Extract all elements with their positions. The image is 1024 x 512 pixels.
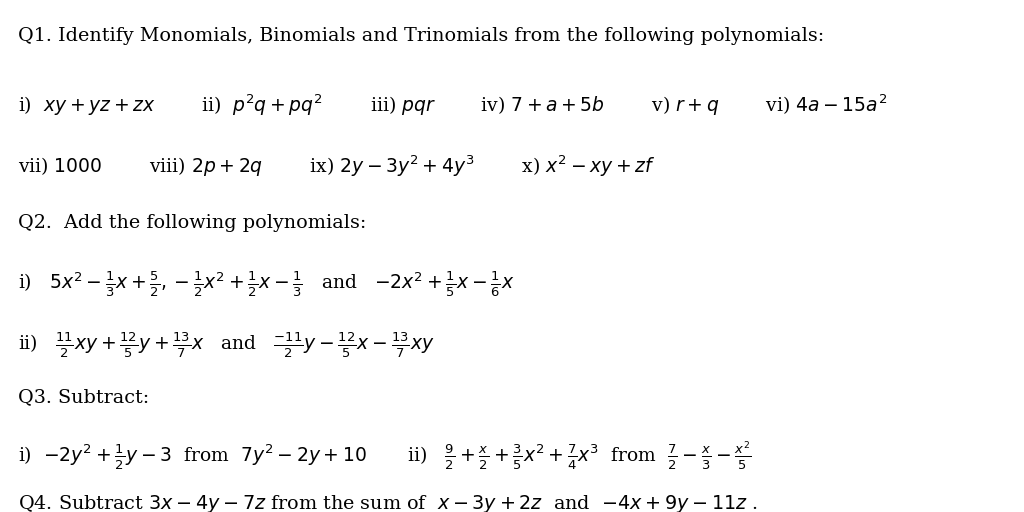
- Text: vii) $1000$        viii) $2p + 2q$        ix) $2y - 3y^{2} + 4y^{3}$        x) $: vii) $1000$ viii) $2p + 2q$ ix) $2y - 3y…: [18, 154, 656, 179]
- Text: Q3. Subtract:: Q3. Subtract:: [18, 388, 150, 406]
- Text: i)  $-2y^{2} + \frac{1}{2}y - 3$  from  $7y^{2} - 2y + 10$       ii)   $\frac{9}: i) $-2y^{2} + \frac{1}{2}y - 3$ from $7y…: [18, 440, 752, 472]
- Text: ii)   $\frac{11}{2}xy + \frac{12}{5}y + \frac{13}{7}x$   and   $\frac{-11}{2}y -: ii) $\frac{11}{2}xy + \frac{12}{5}y + \f…: [18, 331, 435, 360]
- Text: i)   $5x^{2} - \frac{1}{3}x + \frac{5}{2}, -\frac{1}{2}x^{2} + \frac{1}{2}x - \f: i) $5x^{2} - \frac{1}{3}x + \frac{5}{2},…: [18, 269, 515, 299]
- Text: Q1. Identify Monomials, Binomials and Trinomials from the following polynomials:: Q1. Identify Monomials, Binomials and Tr…: [18, 27, 824, 45]
- Text: i)  $xy + yz + zx$        ii)  $p^{2}q + pq^{2}$        iii) $pqr$        iv) $7: i) $xy + yz + zx$ ii) $p^{2}q + pq^{2}$ …: [18, 92, 888, 118]
- Text: Q4. Subtract $3x - 4y - 7z$ from the sum of  $x - 3y + 2z$  and  $-4x + 9y - 11z: Q4. Subtract $3x - 4y - 7z$ from the sum…: [18, 494, 759, 512]
- Text: Q2.  Add the following polynomials:: Q2. Add the following polynomials:: [18, 214, 367, 232]
